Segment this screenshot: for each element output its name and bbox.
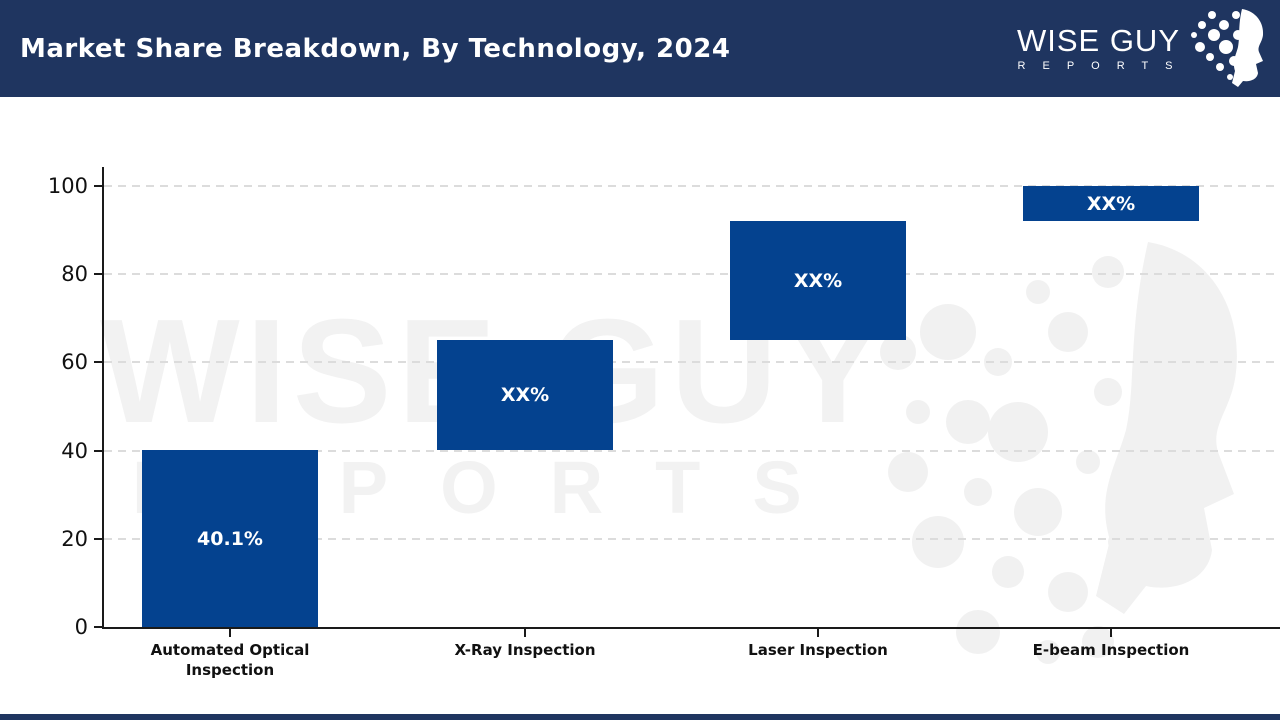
y-tick-label-0: 0 [74,615,88,639]
bar-value-label-1: 40.1% [197,527,263,550]
brand-logo-text: WISE GUY R E P O R T S [1017,25,1180,72]
brand-subtitle: R E P O R T S [1017,60,1180,72]
category-label-3: Laser Inspection [748,641,888,659]
brand-name: WISE GUY [1016,23,1180,58]
gridline-100 [104,185,1280,187]
y-tick-label-60: 60 [61,350,88,375]
x-axis-line [102,627,1280,629]
y-tick-label-40: 40 [61,438,88,463]
chart-area: WISE GUY REPORTS 0 20 40 60 80 100 40.1% Automa… [0,97,1280,714]
category-label-2: X-Ray Inspection [454,641,596,659]
x-tick-mark-1 [229,629,231,637]
x-tick-mark-4 [1110,629,1112,637]
bar-segment-2 [437,340,613,451]
y-tick-mark-100 [94,185,103,187]
y-tick-label-100: 100 [47,174,88,198]
category-label-4: E-beam Inspection [1032,641,1190,659]
x-tick-mark-2 [524,629,526,637]
gridline-20 [104,537,1280,540]
bar-value-label-2: XX% [500,384,550,407]
footer-accent-bar [0,714,1280,720]
gridline-60 [104,361,1280,364]
x-tick-mark-3 [817,629,819,637]
y-tick-label-80: 80 [61,262,88,287]
y-axis-line [102,167,104,629]
bar-segment-3 [730,221,906,341]
category-label-1: Automated Optical Inspection [150,641,310,680]
page-title: Market Share Breakdown, By Technology, 2… [20,33,731,64]
brand-logo: WISE GUY R E P O R T S [1017,5,1280,92]
bar-value-label-3: XX% [793,269,843,292]
bar-segment-1 [142,450,318,627]
gridline-40 [104,449,1280,452]
y-tick-mark-0 [94,626,103,628]
y-tick-mark-60 [94,361,103,364]
header-bar: Market Share Breakdown, By Technology, 2… [0,0,1280,97]
wiseguy-head-icon [1186,5,1264,92]
y-tick-mark-80 [94,273,103,276]
y-tick-mark-20 [94,537,103,540]
bar-value-label-4: XX% [1086,192,1136,215]
y-tick-mark-40 [94,449,103,452]
bar-segment-4 [1023,186,1199,222]
gridline-80 [104,273,1280,276]
watermark-head-graphic [858,212,1258,686]
y-tick-label-20: 20 [61,526,88,551]
